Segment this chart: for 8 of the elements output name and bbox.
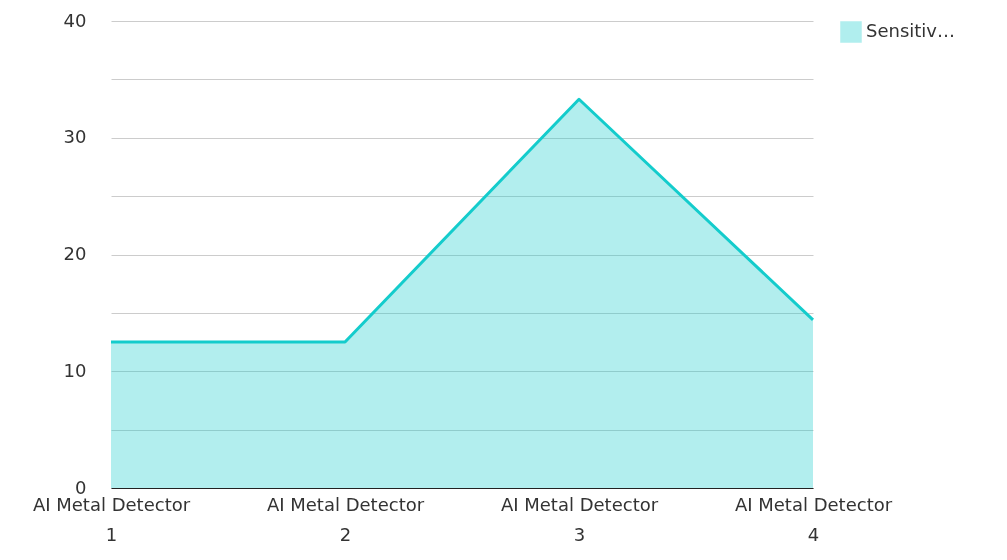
x-tick-label: AI Metal Detector 4 [734,493,893,545]
y-tick-label: 10 [63,359,87,381]
y-tick-label: 40 [63,9,87,31]
y-tick-label: 30 [63,126,87,148]
y-tick-label: 20 [63,243,87,264]
x-tick-label: AI Metal Detector 3 [500,493,659,545]
x-tick-label: AI Metal Detector 2 [266,493,425,545]
legend-label: Sensitiv… [866,20,955,41]
